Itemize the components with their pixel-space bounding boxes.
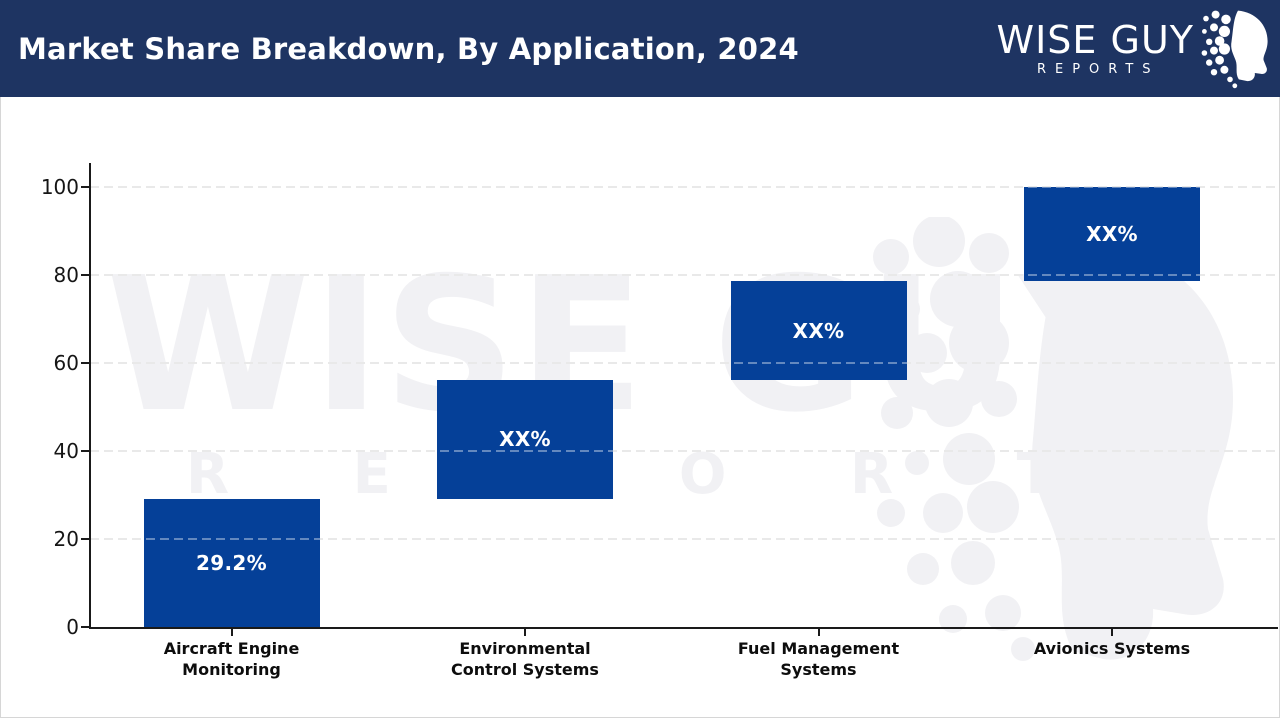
logo-brand-text: WISE GUY (996, 18, 1194, 63)
bar-aircraft-engine-monitoring: 29.2% (143, 498, 320, 627)
gridline (90, 274, 1278, 276)
gridline (90, 450, 1278, 452)
y-axis-spine (89, 163, 91, 629)
logo-text-block: WISE GUY REPORTS (996, 18, 1194, 77)
x-category-label: Fuel Management Systems (699, 638, 939, 680)
y-tick-label: 80 (53, 263, 79, 287)
x-category-label: Aircraft Engine Monitoring (112, 638, 352, 680)
y-tick-label: 20 (53, 527, 79, 551)
logo-sub-text: REPORTS (1036, 61, 1160, 77)
y-tick (81, 450, 89, 452)
x-tick (524, 629, 526, 636)
gridline-overlay (90, 362, 1278, 364)
bar-value-label: 29.2% (196, 550, 267, 575)
x-category-label-line: Aircraft Engine (163, 639, 300, 658)
x-category-label-line: Avionics Systems (1033, 639, 1191, 658)
gridline-overlay (90, 274, 1278, 276)
y-tick (81, 538, 89, 540)
gridline-overlay (90, 186, 1278, 188)
x-category-label-line: Monitoring (182, 660, 281, 679)
y-tick-label: 0 (66, 615, 79, 639)
header-bar: Market Share Breakdown, By Application, … (0, 0, 1280, 97)
y-tick (81, 626, 89, 628)
x-category-label-line: Control Systems (451, 660, 599, 679)
x-tick (1111, 629, 1113, 636)
gridline-overlay (90, 450, 1278, 452)
y-tick (81, 274, 89, 276)
bar-fuel-management-systems: XX% (730, 281, 907, 381)
x-tick (230, 629, 233, 636)
x-category-label: Avionics Systems (992, 638, 1232, 659)
bar-value-label: XX% (1086, 222, 1138, 247)
x-tick (817, 629, 820, 636)
gridline (90, 186, 1278, 188)
watermark-face-icon (871, 217, 1233, 661)
y-tick-label: 40 (53, 439, 79, 463)
x-category-label-line: Environmental (459, 639, 591, 658)
x-category-label-line: Systems (780, 660, 857, 679)
x-axis-spine (89, 627, 1278, 629)
y-tick-label: 60 (53, 351, 79, 375)
gridline (90, 538, 1278, 540)
y-tick (81, 186, 89, 188)
gridline (90, 362, 1278, 364)
x-category-label-line: Fuel Management (737, 639, 900, 658)
logo-face-icon (1201, 10, 1268, 89)
chart-title: Market Share Breakdown, By Application, … (18, 31, 799, 66)
brand-logo: WISE GUY REPORTS (997, 7, 1270, 91)
gridline-overlay (90, 538, 1278, 540)
y-tick-label: 100 (40, 175, 79, 199)
bar-value-label: XX% (499, 427, 551, 452)
bar-avionics-systems: XX% (1024, 187, 1200, 282)
y-tick (81, 362, 89, 364)
chart-area: WISE GUY R E P O R T S 0 20 40 60 80 100 29.2%… (0, 97, 1280, 718)
bar-value-label: XX% (792, 318, 845, 343)
bar-environmental-control-systems: XX% (437, 380, 613, 499)
x-category-label: Environmental Control Systems (405, 638, 645, 680)
